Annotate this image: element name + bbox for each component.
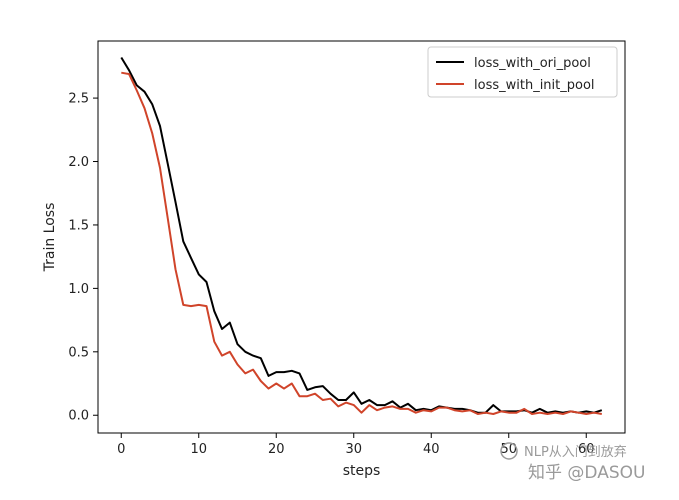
series-line-init-pool <box>121 71 602 415</box>
legend-box <box>427 46 618 98</box>
y-tick-label: 2.5 <box>68 92 89 107</box>
legend-entry-ori-pool: loss_with_ori_pool <box>474 56 591 71</box>
x-tick-label: 40 <box>423 442 440 457</box>
x-tick-label: 0 <box>117 442 125 457</box>
x-tick-label: 20 <box>268 442 285 457</box>
y-tick-label: 0.5 <box>68 345 89 360</box>
ticks-layer: 0 10 20 30 40 50 60 0.0 0.5 1.0 1.5 2.0 2.5 <box>68 92 594 457</box>
plot-layer <box>120 56 603 415</box>
series-line-ori-pool <box>120 56 603 414</box>
y-tick-label: 1.0 <box>68 282 89 297</box>
y-axis-label: Train Loss <box>42 203 58 273</box>
y-tick-label: 2.0 <box>68 155 89 170</box>
x-axis-label: steps <box>343 463 381 479</box>
wechat-icon <box>500 442 518 460</box>
watermark-line1: NLP从入门到放弃 <box>524 445 627 460</box>
y-tick-label: 1.5 <box>68 218 89 233</box>
legend: loss_with_ori_pool loss_with_init_pool <box>427 46 618 98</box>
watermark: NLP从入门到放弃 知乎 @DASOU <box>500 442 645 483</box>
x-tick-label: 10 <box>190 442 207 457</box>
y-tick-label: 0.0 <box>68 409 89 424</box>
watermark-line2: 知乎 @DASOU <box>528 463 645 483</box>
x-tick-label: 30 <box>345 442 362 457</box>
x-tick-label: 60 <box>578 442 595 457</box>
x-tick-label: 50 <box>500 442 517 457</box>
plot-frame <box>97 40 626 434</box>
legend-entry-init-pool: loss_with_init_pool <box>474 78 595 93</box>
